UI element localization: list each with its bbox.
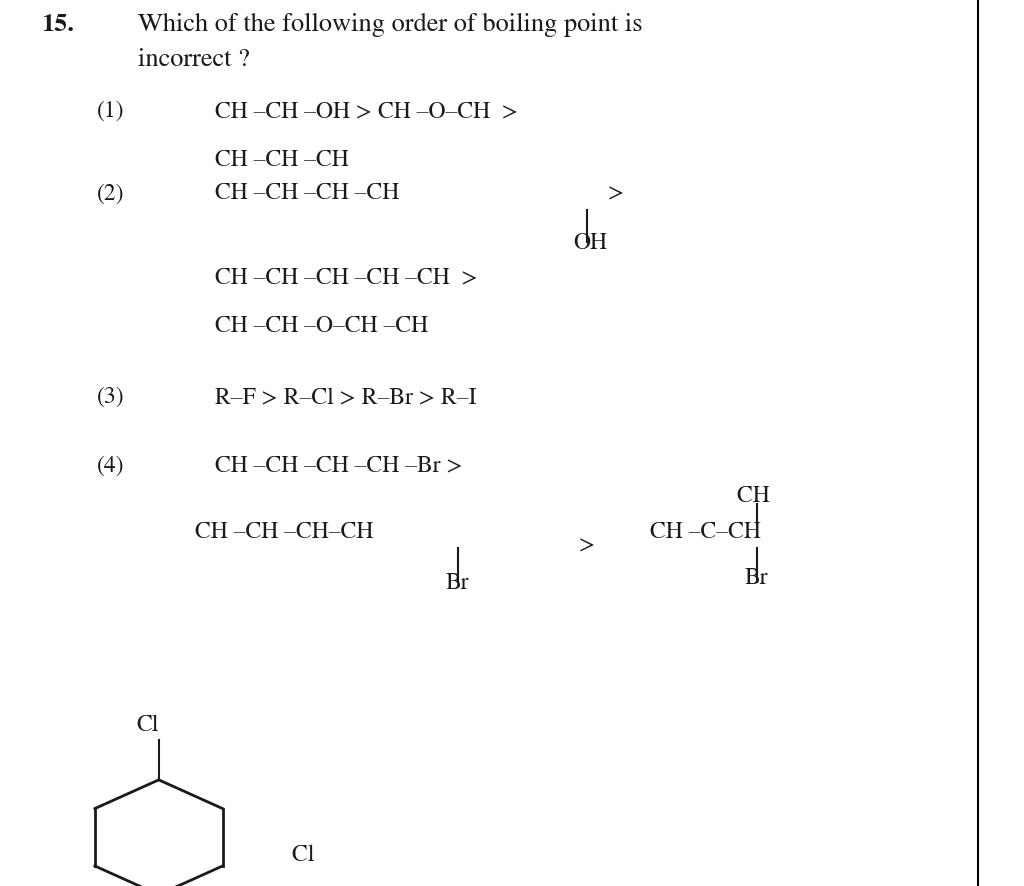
Text: Cl₂: Cl₂: [292, 845, 321, 867]
Text: CH₃–CH₂–CH₂–CH₂–CH₃ >: CH₃–CH₂–CH₂–CH₂–CH₃ >: [215, 268, 478, 289]
Text: CH₃–CH₂–CH–CH₃: CH₃–CH₂–CH–CH₃: [195, 522, 379, 543]
Text: Br: Br: [445, 573, 469, 595]
Text: (3): (3): [97, 387, 125, 408]
Text: (4): (4): [97, 455, 125, 477]
Text: R–F > R–Cl > R–Br > R–I: R–F > R–Cl > R–Br > R–I: [215, 387, 476, 408]
Text: OH: OH: [573, 233, 607, 254]
Text: >: >: [579, 535, 595, 556]
Text: CH₃–CH₂–CH₂–CH₂: CH₃–CH₂–CH₂–CH₂: [215, 183, 406, 205]
Text: CH₃–CH₂–CH₂–CH₂–Br >: CH₃–CH₂–CH₂–CH₂–Br >: [215, 455, 463, 477]
Text: 15.: 15.: [41, 14, 74, 36]
Text: incorrect ?: incorrect ?: [138, 49, 250, 73]
Text: Which of the following order of boiling point is: Which of the following order of boiling …: [138, 13, 643, 37]
Text: (2): (2): [97, 183, 125, 205]
Text: (1): (1): [97, 101, 125, 122]
Text: Cl: Cl: [136, 715, 159, 736]
Text: >: >: [607, 183, 624, 205]
Text: CH₃–C–CH₃: CH₃–C–CH₃: [650, 522, 767, 543]
Text: CH₃–CH₂–O–CH₂–CH₃: CH₃–CH₂–O–CH₂–CH₃: [215, 316, 434, 338]
Text: CH₃: CH₃: [737, 486, 776, 508]
Text: CH₃–CH₂–CH₃: CH₃–CH₂–CH₃: [215, 150, 354, 171]
Text: Br: Br: [744, 568, 768, 589]
Text: CH₃–CH₂–OH > CH₃–O–CH₃ >: CH₃–CH₂–OH > CH₃–O–CH₃ >: [215, 101, 518, 122]
